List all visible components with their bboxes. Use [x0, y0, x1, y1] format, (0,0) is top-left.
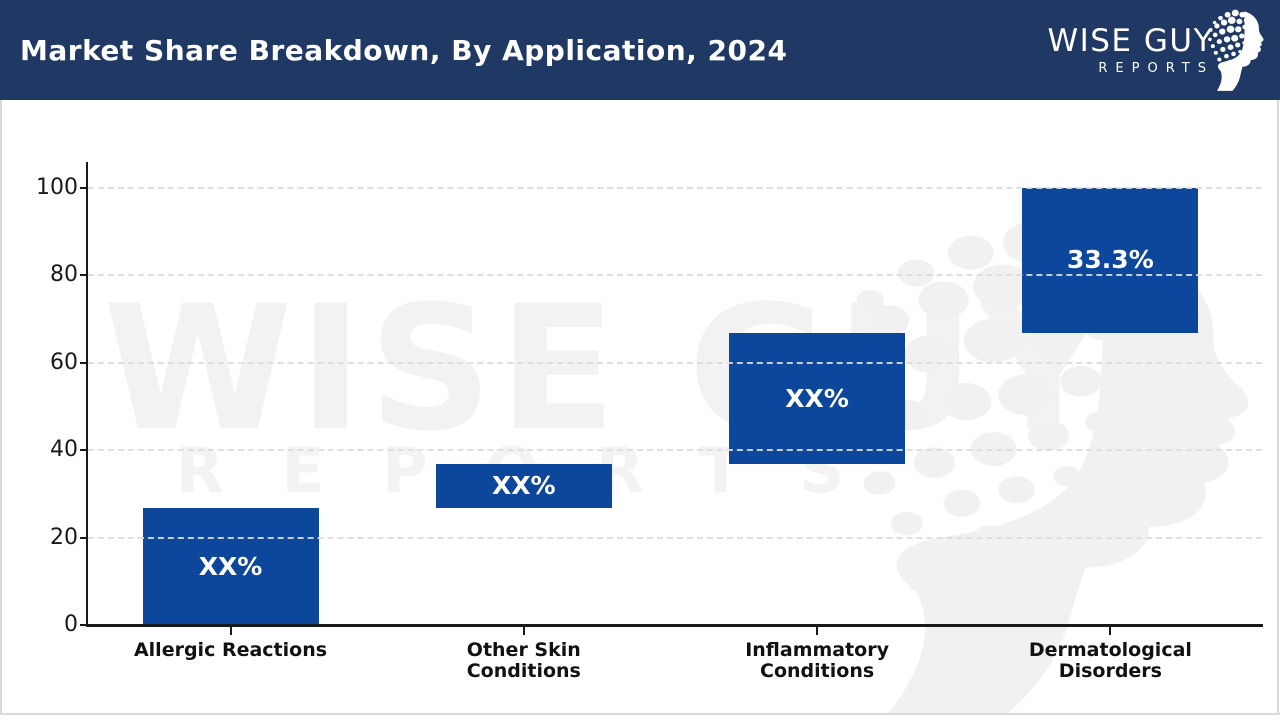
ytick-20	[80, 536, 88, 539]
header: Market Share Breakdown, By Application, …	[0, 0, 1280, 100]
y-axis-spine	[86, 162, 88, 627]
gridline-100	[88, 186, 1262, 189]
card-border-right	[1277, 100, 1279, 715]
bar-value-label: XX%	[198, 551, 263, 581]
xtick-3	[816, 627, 819, 635]
bar-3	[729, 333, 906, 465]
gridline-40	[88, 449, 1262, 451]
gridline-80	[88, 274, 1262, 276]
ytick-label-0: 0	[64, 612, 78, 637]
x-axis-spine	[86, 624, 1263, 627]
xtick-4	[1109, 627, 1112, 635]
xtick-2	[522, 627, 525, 635]
xtick-1	[229, 627, 232, 635]
logo-reports-text: REPORTS	[1098, 60, 1214, 76]
ytick-label-100: 100	[36, 174, 78, 200]
card-border-left	[0, 100, 2, 715]
bar-value-label: 33.3%	[1067, 245, 1154, 275]
bar-1	[142, 508, 319, 625]
bar-2	[435, 464, 612, 509]
ytick-80	[80, 274, 88, 276]
logo-face-icon	[1208, 9, 1264, 91]
gridline-60	[88, 361, 1262, 364]
page-title: Market Share Breakdown, By Application, …	[20, 33, 788, 67]
card-border-bottom	[0, 713, 1280, 715]
ytick-label-60: 60	[50, 349, 78, 375]
category-label: Allergic Reactions	[133, 639, 328, 661]
bar-value-label: XX%	[491, 471, 556, 501]
wiseguy-logo: WISE GUY REPORTS	[1047, 8, 1266, 92]
category-label: Other Skin Conditions	[466, 639, 581, 682]
ytick-0	[80, 624, 88, 626]
category-label: Dermatological Disorders	[1028, 639, 1192, 682]
category-label: Inflammatory Conditions	[745, 639, 889, 682]
ytick-60	[80, 361, 88, 364]
ytick-100	[80, 186, 88, 189]
ytick-label-80: 80	[50, 262, 78, 287]
ytick-40	[80, 449, 88, 451]
gridline-20	[88, 536, 1262, 539]
ytick-label-40: 40	[50, 437, 78, 462]
bar-value-label: XX%	[785, 383, 849, 413]
bar-4	[1022, 187, 1199, 334]
ytick-label-20: 20	[50, 524, 78, 550]
logo-wiseguy-text: WISE GUY	[1047, 22, 1214, 59]
